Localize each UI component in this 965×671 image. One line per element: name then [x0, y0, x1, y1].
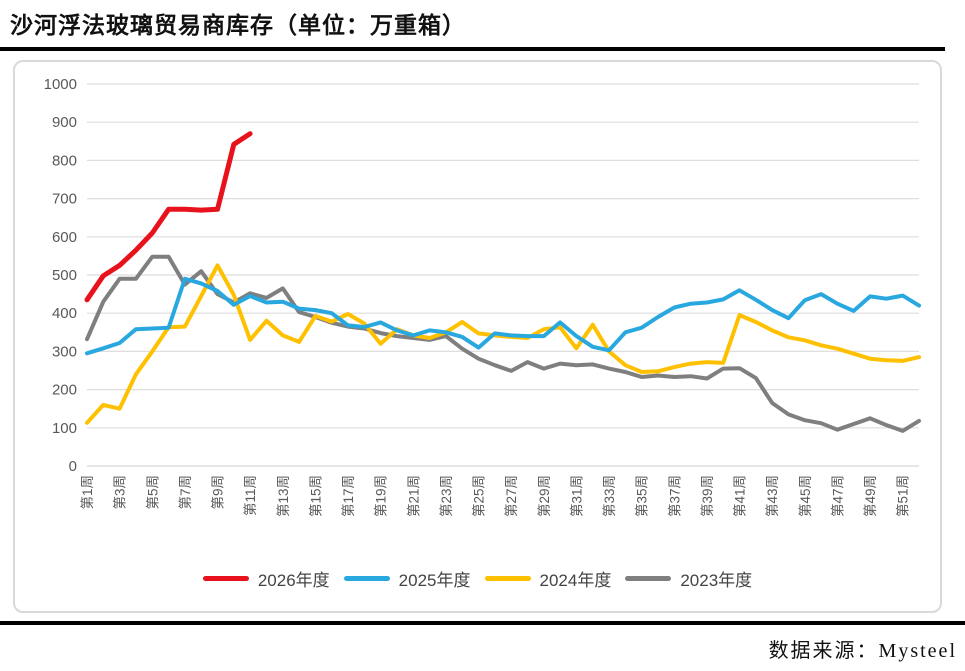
x-axis-tick-label: 第49周: [862, 475, 878, 517]
y-axis-tick-label: 500: [52, 267, 77, 284]
x-axis-tick-label: 第11周: [242, 475, 258, 516]
data-source-label: 数据来源：Mysteel: [768, 640, 957, 662]
x-axis-tick-label: 第7周: [177, 475, 193, 510]
x-axis-tick-label: 第27周: [503, 475, 519, 517]
x-axis-tick-label: 第51周: [895, 475, 911, 517]
x-axis-tick-label: 第1周: [79, 475, 95, 510]
x-axis-tick-label: 第21周: [405, 475, 421, 517]
y-axis-tick-label: 1000: [44, 76, 77, 93]
legend-line-swatch: [625, 576, 672, 581]
y-axis-tick-label: 200: [52, 382, 77, 399]
series-line-2025年度: [85, 276, 921, 356]
x-axis-tick-label: 第47周: [829, 475, 845, 517]
x-axis-tick-label: 第23周: [438, 475, 454, 517]
y-axis-tick-label: 100: [52, 420, 77, 437]
legend-line-swatch: [202, 576, 249, 581]
chart-legend: 2026年度 2025年度 2024年度 2023年度: [15, 566, 940, 591]
legend-line-swatch: [484, 576, 531, 581]
x-axis-tick-label: 第13周: [275, 475, 291, 517]
y-axis-tick-label: 800: [52, 152, 77, 169]
x-axis-tick-label: 第33周: [601, 475, 617, 517]
legend-line-swatch: [343, 576, 390, 581]
y-axis-tick-label: 400: [52, 305, 77, 322]
legend-item-2024年度: 2024年度: [484, 566, 612, 591]
legend-label: 2023年度: [680, 571, 753, 590]
legend-item-2023年度: 2023年度: [625, 566, 752, 591]
page-title: 沙河浮法玻璃贸易商库存（单位：万重箱）: [10, 13, 466, 38]
x-axis-tick-label: 第25周: [471, 475, 487, 517]
x-axis-tick-label: 第35周: [634, 475, 650, 517]
legend-item-2026年度: 2026年度: [202, 566, 330, 591]
x-axis-tick-label: 第19周: [373, 475, 389, 517]
x-axis-tick-label: 第9周: [210, 475, 226, 510]
y-axis-tick-label: 900: [52, 114, 77, 131]
x-axis-tick-label: 第17周: [340, 475, 356, 517]
x-axis-tick-label: 第41周: [732, 475, 748, 517]
y-axis-tick-label: 700: [52, 191, 77, 208]
x-axis-tick-label: 第15周: [307, 475, 323, 517]
x-axis-tick-label: 第31周: [568, 475, 584, 517]
legend-label: 2026年度: [257, 571, 330, 590]
y-axis-tick-label: 600: [52, 229, 77, 246]
x-axis-tick-label: 第29周: [536, 475, 552, 517]
title-divider: [0, 47, 945, 51]
x-axis-tick-label: 第39周: [699, 475, 715, 517]
y-axis-tick-label: 0: [69, 458, 77, 475]
x-axis-tick-label: 第37周: [666, 475, 682, 517]
series-line-2023年度: [85, 254, 921, 433]
footer-divider: [0, 621, 965, 625]
legend-label: 2025年度: [398, 571, 471, 590]
legend-item-2025年度: 2025年度: [343, 566, 471, 591]
x-axis-tick-label: 第45周: [797, 475, 813, 517]
x-axis-tick-label: 第43周: [764, 475, 780, 517]
chart-frame: 0 100 200 300 400 500 600 700 800 900 1000 第1周 第3周 第5…: [13, 60, 942, 613]
series-line-2026年度: [84, 131, 253, 303]
y-axis-tick-label: 300: [52, 343, 77, 360]
x-axis-tick-label: 第3周: [112, 475, 128, 510]
x-axis-tick-label: 第5周: [144, 475, 160, 510]
legend-label: 2024年度: [539, 571, 612, 590]
